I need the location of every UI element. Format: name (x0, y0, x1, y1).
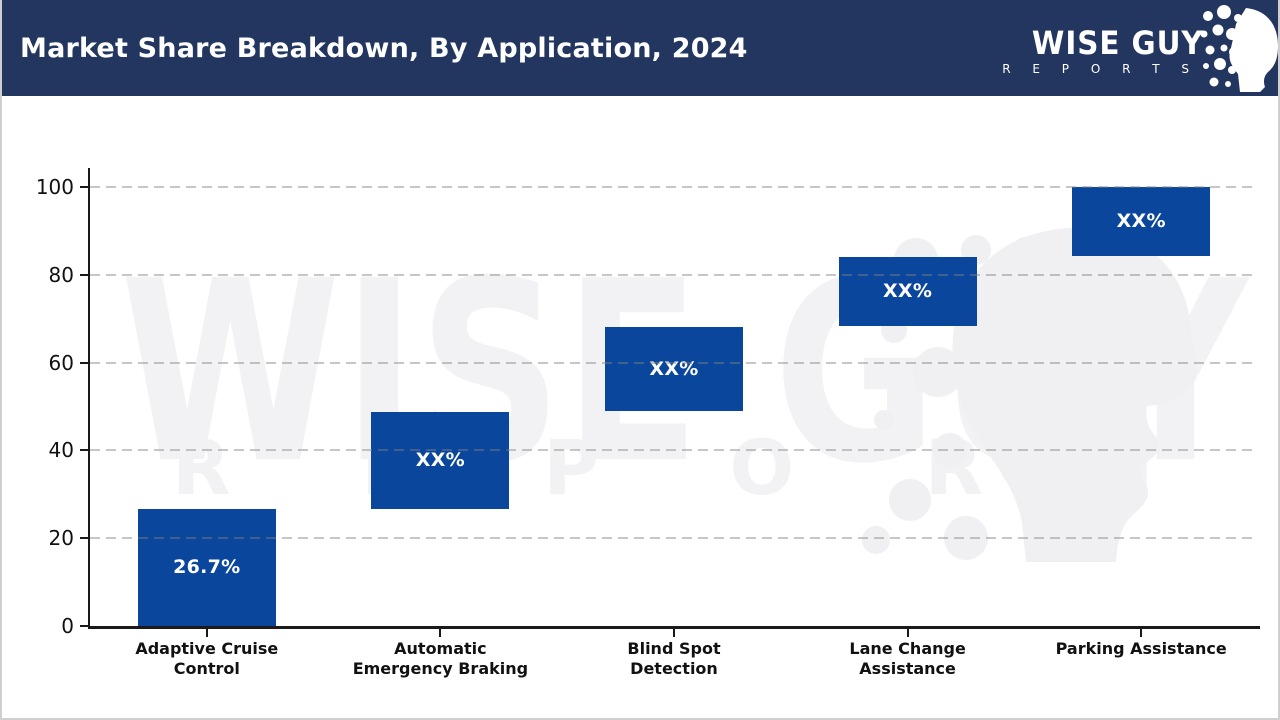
logo-head-icon (1200, 5, 1278, 92)
bar-segment: 26.7% (137, 508, 276, 626)
logo-reports-text: R E P O R T S (1002, 62, 1198, 76)
y-tick-0 (80, 625, 89, 627)
x-category-label: Automatic Emergency Braking (352, 639, 529, 678)
gridline-80 (90, 273, 1258, 276)
y-tick-label: 40 (48, 438, 74, 463)
x-tick (1140, 629, 1143, 637)
bar-value-label: XX% (882, 280, 933, 303)
gridline-20 (90, 537, 1258, 540)
gridline-60 (90, 361, 1258, 364)
y-axis-line (88, 168, 90, 628)
x-tick (906, 629, 909, 637)
y-tick-80 (80, 273, 89, 276)
gridline-100 (90, 186, 1258, 188)
gridline-40 (90, 449, 1258, 452)
bar-value-label: 26.7% (173, 556, 241, 579)
brand-logo: WISE GUY R E P O R T S (1002, 0, 1278, 96)
header-bar: Market Share Breakdown, By Application, … (2, 0, 1278, 96)
plot-area: 26.7% XX% XX% XX% XX% (90, 187, 1258, 626)
x-tick (439, 629, 442, 637)
bar-segment: XX% (1072, 187, 1211, 256)
y-tick-label: 20 (48, 526, 74, 551)
x-axis-line (88, 626, 1260, 629)
x-category-label: Lane Change Assistance (849, 639, 966, 678)
chart-title: Market Share Breakdown, By Application, … (20, 32, 748, 64)
x-category-label: Adaptive Cruise Control (135, 639, 279, 678)
y-tick-20 (80, 537, 89, 540)
x-tick (673, 629, 675, 637)
bar-value-label: XX% (415, 449, 466, 472)
x-category-label: Blind Spot Detection (627, 639, 721, 678)
x-tick (205, 629, 208, 637)
x-category-label: Parking Assistance (1055, 639, 1227, 658)
bar-segment: XX% (838, 256, 977, 327)
y-tick-label: 0 (61, 614, 74, 638)
y-tick-100 (80, 186, 89, 188)
y-tick-label: 60 (48, 350, 74, 375)
bar-value-label: XX% (649, 357, 699, 380)
bar-segment: XX% (371, 412, 510, 509)
y-tick-label: 80 (48, 262, 74, 287)
y-tick-40 (80, 449, 89, 452)
logo-wordmark: WISE GUY (1032, 24, 1204, 62)
bar-segment: XX% (605, 327, 743, 411)
bar-value-label: XX% (1116, 210, 1166, 233)
y-tick-60 (80, 361, 89, 364)
y-tick-label: 100 (35, 175, 74, 199)
